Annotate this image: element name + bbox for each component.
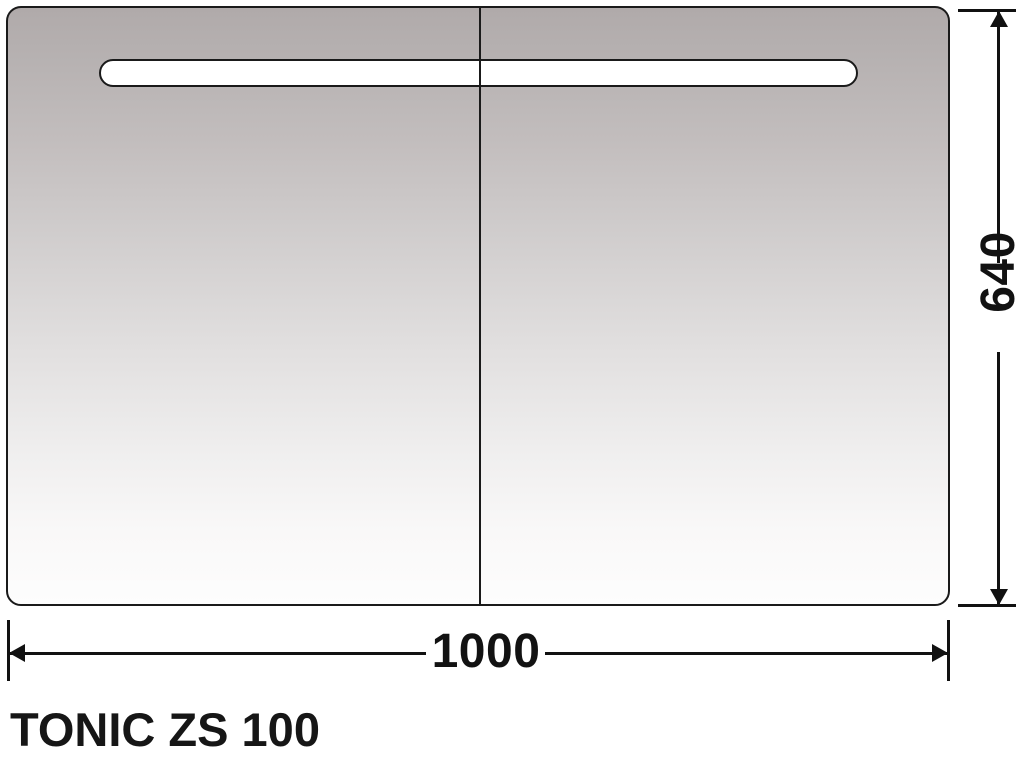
width-dimension-label: 1000 [431,625,541,678]
height-arrow-down-icon [990,589,1008,605]
height-extension-line-top [958,9,1016,12]
width-extension-line-left [7,620,10,681]
width-arrow-right-icon [932,644,948,662]
width-arrow-left-icon [9,644,25,662]
height-arrow-up-icon [990,11,1008,27]
height-dimension-label: 640 [972,231,1020,313]
width-dimension-line-left [8,652,426,655]
product-title: TONIC ZS 100 [10,703,320,756]
height-dimension-line-bottom [997,352,1000,605]
height-dimension-line-top [997,10,1000,263]
cabinet-center-divider [479,8,481,604]
led-light-strip [99,59,858,87]
width-extension-line-right [947,620,950,681]
height-extension-line-bottom [958,604,1016,607]
mirror-cabinet-body [6,6,950,606]
width-dimension-line-right [545,652,948,655]
